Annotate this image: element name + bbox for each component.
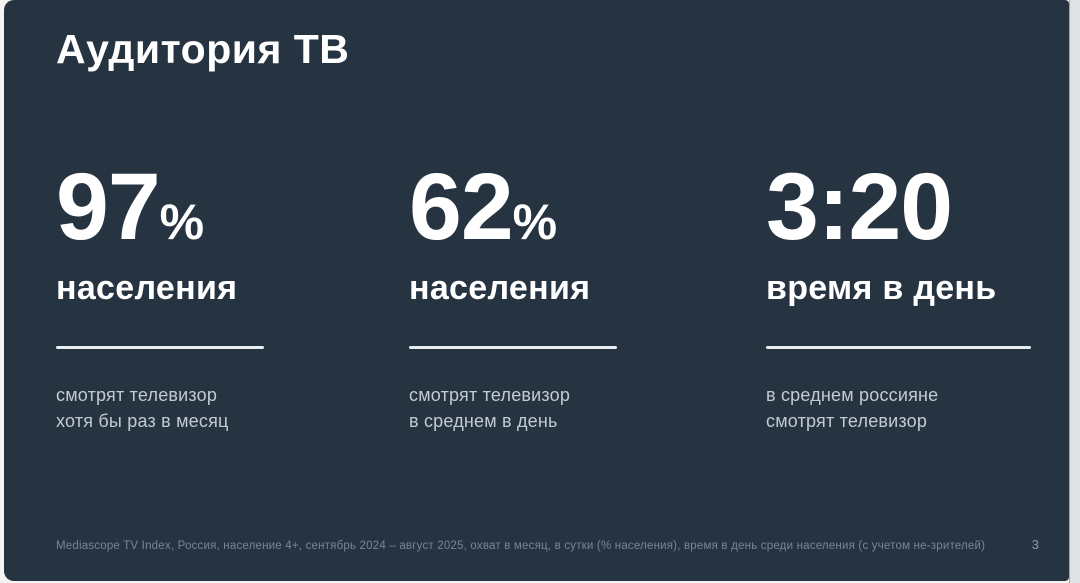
stat-label: населения <box>56 269 238 307</box>
page-number: 3 <box>1031 537 1039 552</box>
stat-value-row: 97% <box>56 160 356 255</box>
divider-line <box>766 346 1031 349</box>
right-margin-strip <box>1069 0 1080 583</box>
stat-value: 3:20 <box>766 154 953 260</box>
stat-value-row: 3:20 <box>766 160 1056 255</box>
source-note: Mediascope TV Index, Россия, население 4… <box>56 540 986 552</box>
slide-footer: Mediascope TV Index, Россия, население 4… <box>56 537 1039 552</box>
stat-label: время в день <box>766 269 997 307</box>
stat-unit-percent: % <box>159 194 205 250</box>
stat-description: смотрят телевизор хотя бы раз в месяц <box>56 385 229 432</box>
stat-description: в среднем россияне смотрят телевизор <box>766 385 939 432</box>
divider-line <box>56 346 264 349</box>
stat-unit-percent: % <box>512 194 558 250</box>
stat-value-row: 62% <box>409 160 714 255</box>
divider-line <box>409 346 617 349</box>
presentation-slide: Аудитория ТВ 97% населения смотрят телев… <box>4 0 1069 581</box>
stat-column-time-per-day: 3:20 время в день в среднем россияне смо… <box>766 160 1056 434</box>
stat-column-monthly-reach: 97% населения смотрят телевизор хотя бы … <box>56 160 356 434</box>
stat-label: населения <box>409 269 591 307</box>
slide-title: Аудитория ТВ <box>56 26 350 72</box>
stat-description: смотрят телевизор в среднем в день <box>409 385 571 432</box>
stat-column-daily-reach: 62% населения смотрят телевизор в средне… <box>409 160 714 434</box>
stat-value: 62 <box>409 154 514 260</box>
stat-value: 97 <box>56 154 161 260</box>
